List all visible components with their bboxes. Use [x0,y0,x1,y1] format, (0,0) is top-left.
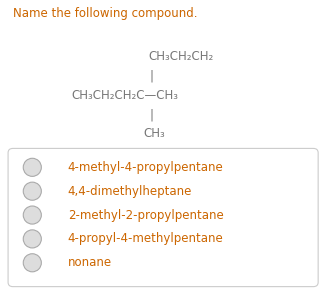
FancyBboxPatch shape [8,148,318,287]
Text: 4,4-dimethylheptane: 4,4-dimethylheptane [68,185,192,198]
Text: 4-propyl-4-methylpentane: 4-propyl-4-methylpentane [68,233,224,245]
Text: |: | [150,70,153,83]
Ellipse shape [23,206,41,224]
Ellipse shape [23,230,41,248]
Text: 2-methyl-2-propylpentane: 2-methyl-2-propylpentane [68,209,224,221]
Text: nonane: nonane [68,256,112,269]
Ellipse shape [23,158,41,176]
Text: CH₃CH₂CH₂C—CH₃: CH₃CH₂CH₂C—CH₃ [71,89,178,102]
Text: CH₃: CH₃ [144,127,165,140]
Ellipse shape [23,182,41,200]
Text: CH₃CH₂CH₂: CH₃CH₂CH₂ [149,50,214,63]
Text: |: | [150,108,153,121]
Text: Name the following compound.: Name the following compound. [13,7,197,20]
Text: 4-methyl-4-propylpentane: 4-methyl-4-propylpentane [68,161,224,174]
Ellipse shape [23,254,41,272]
